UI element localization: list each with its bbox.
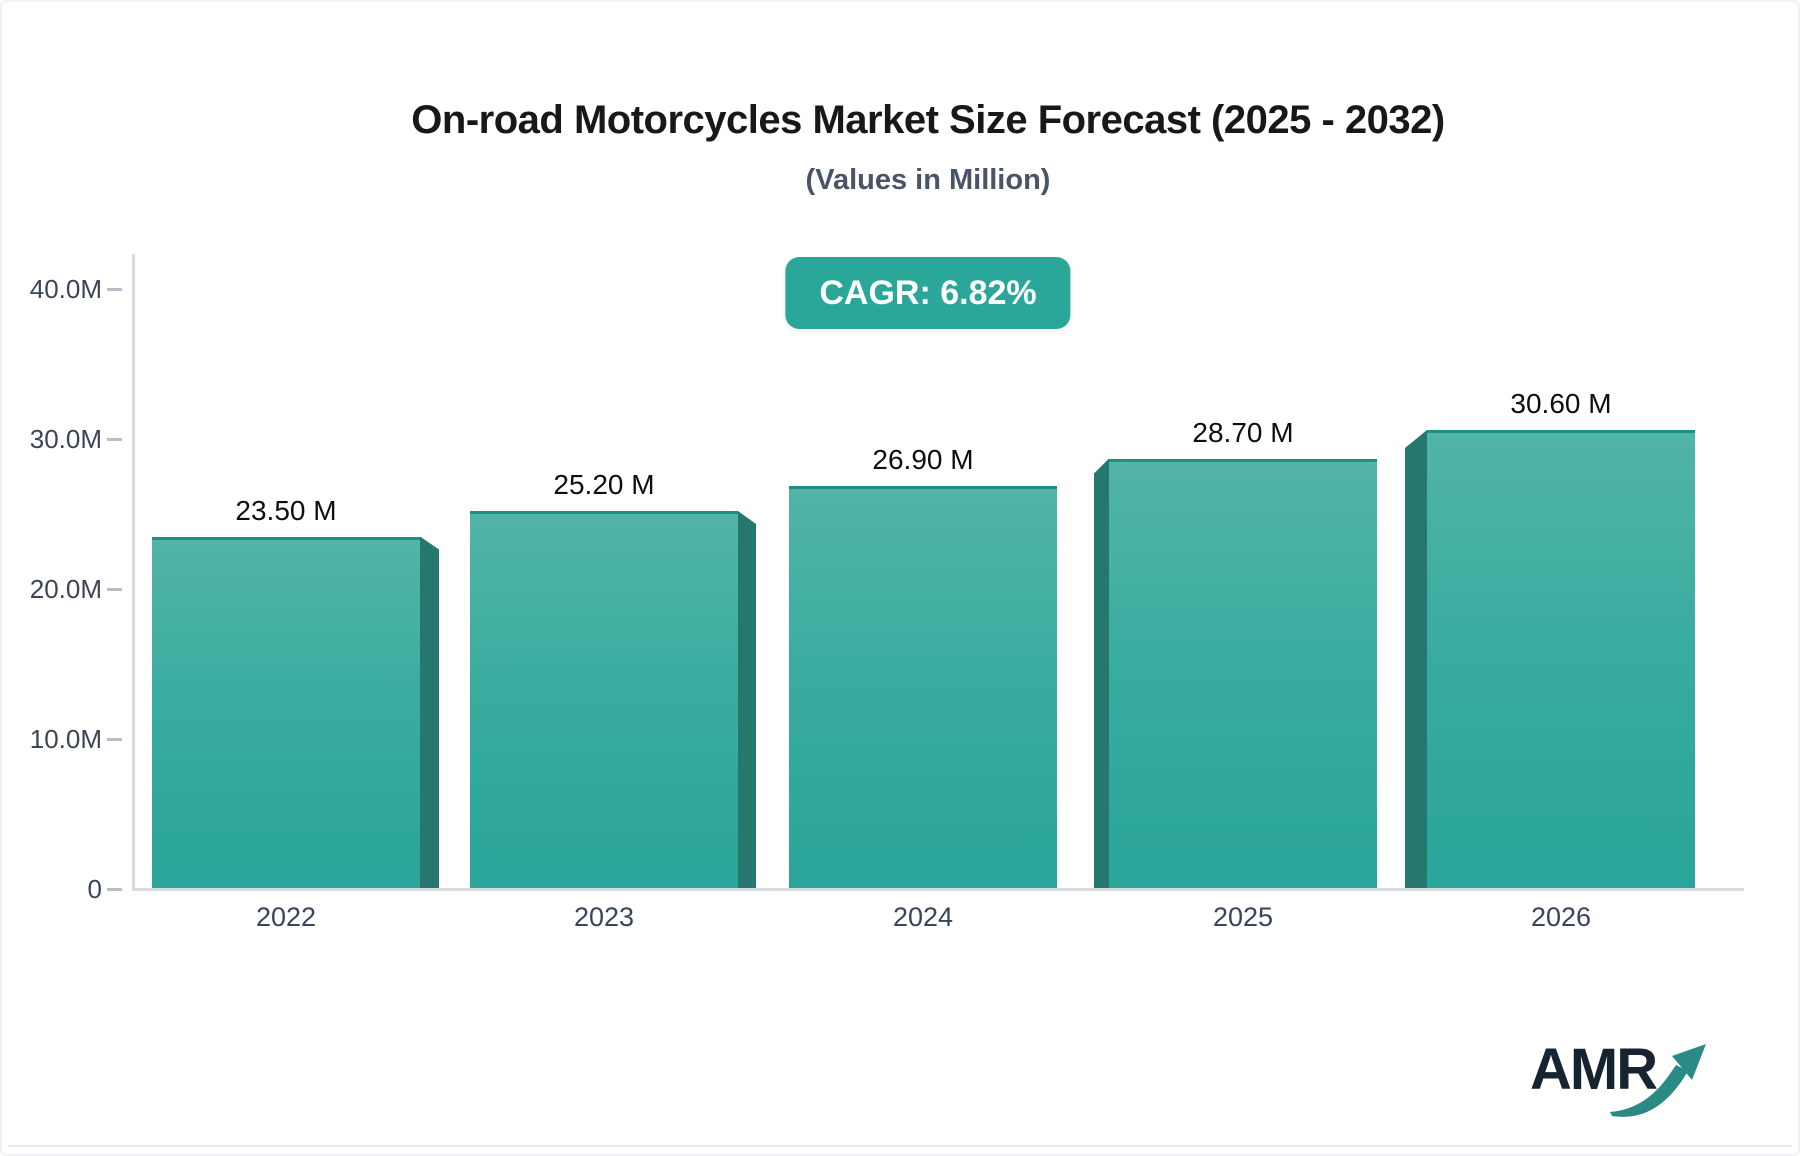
- bar-3d-side-2023: [738, 511, 756, 889]
- bar-2025[interactable]: [1109, 458, 1377, 889]
- y-tick-mark: [107, 288, 122, 291]
- amr-logo-text: AMR: [1530, 1037, 1658, 1102]
- amr-logo-arrow-icon: [1610, 1044, 1706, 1117]
- x-axis-line: [132, 888, 1744, 891]
- bar-3d-side-2022: [420, 536, 439, 889]
- y-tick-label: 30.0M: [29, 424, 102, 454]
- bar-2024[interactable]: [789, 485, 1057, 889]
- y-tick-label: 10.0M: [29, 724, 102, 754]
- x-axis-label-2025: 2025: [1212, 902, 1274, 932]
- bar-3d-side-2025: [1094, 458, 1109, 889]
- bar-3d-side-2026: [1405, 430, 1427, 889]
- y-tick-label: 40.0M: [29, 274, 102, 304]
- bar-value-label: 26.90 M: [872, 443, 974, 475]
- x-axis-label-2022: 2022: [255, 902, 317, 932]
- page-title: On-road Motorcycles Market Size Forecast…: [411, 98, 1445, 142]
- bar-value-label: 30.60 M: [1510, 388, 1612, 419]
- card-bottom-border: [8, 1145, 1792, 1147]
- bar-2023[interactable]: [470, 511, 738, 889]
- x-axis-label-2024: 2024: [892, 902, 954, 932]
- bar-value-label: 28.70 M: [1192, 416, 1294, 448]
- y-axis-line: [132, 254, 135, 891]
- page-subtitle: (Values in Million): [805, 164, 1051, 196]
- bar-value-label: 23.50 M: [235, 494, 337, 526]
- bar-2022[interactable]: [152, 536, 420, 889]
- y-tick-mark: [107, 888, 122, 891]
- cagr-badge: CAGR: 6.82%: [785, 257, 1071, 329]
- y-tick-mark: [107, 738, 122, 741]
- y-tick-label: 0: [87, 874, 102, 904]
- y-tick-mark: [107, 438, 122, 441]
- bar-2026[interactable]: [1427, 430, 1695, 889]
- x-axis-label-2023: 2023: [573, 902, 635, 932]
- y-tick-label: 20.0M: [29, 574, 102, 604]
- x-axis-label-2026: 2026: [1530, 902, 1592, 932]
- amr-logo[interactable]: AMR: [1530, 1036, 1710, 1126]
- bar-value-label: 25.20 M: [553, 469, 655, 500]
- y-tick-mark: [107, 588, 122, 591]
